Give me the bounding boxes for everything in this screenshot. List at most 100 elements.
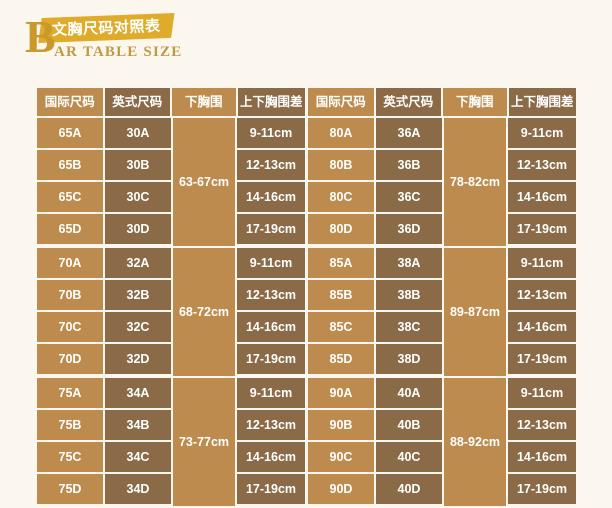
cell-cup-difference: 14-16cm — [237, 312, 305, 342]
page-subtitle: AR TABLE SIZE — [54, 44, 183, 60]
international-size-column: 70A 70B 70C 70D — [37, 248, 103, 376]
cell-international-size: 80D — [308, 214, 374, 244]
size-group: 90A 90B 90C 90D 40A 40B 40C 40D 88-92cm 9-11cm 12-… — [308, 378, 576, 506]
international-size-column: 65A 65B 65C 65D — [37, 118, 103, 246]
cell-underbust-range: 63-67cm — [173, 118, 235, 246]
cell-uk-size: 38B — [376, 280, 442, 310]
column-header-uk: 英式尺码 — [104, 88, 170, 116]
cell-uk-size: 38D — [376, 344, 442, 374]
cell-uk-size: 36C — [376, 182, 442, 212]
cell-underbust-range: 68-72cm — [173, 248, 235, 376]
cell-cup-difference: 12-13cm — [508, 410, 576, 440]
cell-underbust-range: 89-87cm — [444, 248, 506, 376]
cell-international-size: 65A — [37, 118, 103, 148]
uk-size-column: 38A 38B 38C 38D — [376, 248, 442, 376]
cell-cup-difference: 14-16cm — [508, 182, 576, 212]
cell-cup-difference: 14-16cm — [237, 182, 305, 212]
cell-international-size: 80C — [308, 182, 374, 212]
cell-uk-size: 30A — [105, 118, 171, 148]
cell-international-size: 85D — [308, 344, 374, 374]
cell-cup-difference: 17-19cm — [237, 344, 305, 374]
cup-difference-column: 9-11cm 12-13cm 14-16cm 17-19cm — [508, 118, 576, 246]
size-table-right: 国际尺码 英式尺码 下胸围 上下胸围差 80A 80B 80C 80D 36A 36B 36C 36D… — [308, 88, 576, 508]
cell-cup-difference: 9-11cm — [508, 248, 576, 278]
cell-international-size: 75D — [37, 474, 103, 504]
cell-international-size: 75C — [37, 442, 103, 472]
cell-uk-size: 36A — [376, 118, 442, 148]
cell-cup-difference: 9-11cm — [508, 118, 576, 148]
cell-cup-difference: 9-11cm — [237, 378, 305, 408]
column-header-cup-difference: 上下胸围差 — [508, 88, 576, 116]
cell-cup-difference: 12-13cm — [237, 280, 305, 310]
cell-uk-size: 34A — [105, 378, 171, 408]
cell-underbust-range: 78-82cm — [444, 118, 506, 246]
cell-underbust-range: 88-92cm — [444, 378, 506, 506]
cell-cup-difference: 9-11cm — [237, 118, 305, 148]
cell-uk-size: 40D — [376, 474, 442, 504]
size-group: 85A 85B 85C 85D 38A 38B 38C 38D 89-87cm 9-11cm 12-… — [308, 248, 576, 376]
cell-cup-difference: 12-13cm — [237, 410, 305, 440]
cell-international-size: 90C — [308, 442, 374, 472]
cup-difference-column: 9-11cm 12-13cm 14-16cm 17-19cm — [237, 248, 305, 376]
cell-international-size: 70B — [37, 280, 103, 310]
cell-international-size: 70A — [37, 248, 103, 278]
cell-uk-size: 32D — [105, 344, 171, 374]
cell-international-size: 85C — [308, 312, 374, 342]
cell-uk-size: 38C — [376, 312, 442, 342]
cell-international-size: 80A — [308, 118, 374, 148]
international-size-column: 75A 75B 75C 75D — [37, 378, 103, 506]
dropcap-letter: B — [25, 11, 56, 62]
table-header-row: 国际尺码 英式尺码 下胸围 上下胸围差 — [308, 88, 576, 116]
cell-cup-difference: 17-19cm — [237, 214, 305, 244]
column-header-international: 国际尺码 — [37, 88, 103, 116]
cell-cup-difference: 9-11cm — [508, 378, 576, 408]
uk-size-column: 32A 32B 32C 32D — [105, 248, 171, 376]
cell-international-size: 90B — [308, 410, 374, 440]
size-group: 65A 65B 65C 65D 30A 30B 30C 30D 63-67cm 9-11cm 12-… — [37, 118, 305, 246]
cup-difference-column: 9-11cm 12-13cm 14-16cm 17-19cm — [237, 378, 305, 506]
size-group: 75A 75B 75C 75D 34A 34B 34C 34D 73-77cm 9-11cm 12-… — [37, 378, 305, 506]
column-header-cup-difference: 上下胸围差 — [237, 88, 305, 116]
international-size-column: 80A 80B 80C 80D — [308, 118, 374, 246]
cell-uk-size: 38A — [376, 248, 442, 278]
cell-uk-size: 40C — [376, 442, 442, 472]
cell-international-size: 65B — [37, 150, 103, 180]
cell-cup-difference: 14-16cm — [508, 442, 576, 472]
cell-cup-difference: 14-16cm — [508, 312, 576, 342]
cell-international-size: 75B — [37, 410, 103, 440]
cell-uk-size: 32A — [105, 248, 171, 278]
cell-cup-difference: 12-13cm — [508, 280, 576, 310]
cell-uk-size: 34C — [105, 442, 171, 472]
cell-international-size: 85A — [308, 248, 374, 278]
cell-cup-difference: 12-13cm — [508, 150, 576, 180]
cell-international-size: 65D — [37, 214, 103, 244]
uk-size-column: 34A 34B 34C 34D — [105, 378, 171, 506]
cell-international-size: 90A — [308, 378, 374, 408]
cup-difference-column: 9-11cm 12-13cm 14-16cm 17-19cm — [508, 248, 576, 376]
size-chart: 国际尺码 英式尺码 下胸围 上下胸围差 65A 65B 65C 65D 30A 30B 30C 30D… — [37, 88, 577, 508]
cell-international-size: 85B — [308, 280, 374, 310]
cell-uk-size: 34D — [105, 474, 171, 504]
cell-uk-size: 32C — [105, 312, 171, 342]
cell-uk-size: 30D — [105, 214, 171, 244]
uk-size-column: 36A 36B 36C 36D — [376, 118, 442, 246]
size-table-left: 国际尺码 英式尺码 下胸围 上下胸围差 65A 65B 65C 65D 30A 30B 30C 30D… — [37, 88, 305, 508]
cell-cup-difference: 17-19cm — [508, 214, 576, 244]
uk-size-column: 30A 30B 30C 30D — [105, 118, 171, 246]
cell-uk-size: 30B — [105, 150, 171, 180]
cell-international-size: 65C — [37, 182, 103, 212]
column-header-underbust: 下胸围 — [443, 88, 507, 116]
size-group: 70A 70B 70C 70D 32A 32B 32C 32D 68-72cm 9-11cm 12-… — [37, 248, 305, 376]
cell-underbust-range: 73-77cm — [173, 378, 235, 506]
cell-uk-size: 30C — [105, 182, 171, 212]
cell-uk-size: 40B — [376, 410, 442, 440]
column-header-underbust: 下胸围 — [172, 88, 236, 116]
international-size-column: 85A 85B 85C 85D — [308, 248, 374, 376]
cell-international-size: 70D — [37, 344, 103, 374]
cell-cup-difference: 12-13cm — [237, 150, 305, 180]
cell-international-size: 90D — [308, 474, 374, 504]
cup-difference-column: 9-11cm 12-13cm 14-16cm 17-19cm — [237, 118, 305, 246]
cell-international-size: 75A — [37, 378, 103, 408]
cell-uk-size: 40A — [376, 378, 442, 408]
cell-cup-difference: 17-19cm — [508, 474, 576, 504]
